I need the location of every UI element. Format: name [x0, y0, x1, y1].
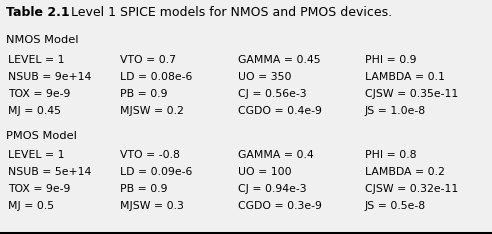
Text: CJSW = 0.35e-11: CJSW = 0.35e-11	[365, 89, 458, 99]
Text: CJSW = 0.32e-11: CJSW = 0.32e-11	[365, 184, 458, 194]
Text: LEVEL = 1: LEVEL = 1	[8, 55, 64, 65]
Text: LAMBDA = 0.2: LAMBDA = 0.2	[365, 167, 445, 177]
Text: LEVEL = 1: LEVEL = 1	[8, 150, 64, 160]
Text: PHI = 0.9: PHI = 0.9	[365, 55, 417, 65]
Text: PHI = 0.8: PHI = 0.8	[365, 150, 417, 160]
Text: CGDO = 0.4e-9: CGDO = 0.4e-9	[238, 106, 322, 116]
Text: PMOS Model: PMOS Model	[6, 131, 77, 141]
Text: MJSW = 0.2: MJSW = 0.2	[120, 106, 184, 116]
Text: PB = 0.9: PB = 0.9	[120, 184, 167, 194]
Text: UO = 100: UO = 100	[238, 167, 292, 177]
Text: LAMBDA = 0.1: LAMBDA = 0.1	[365, 72, 445, 82]
Text: UO = 350: UO = 350	[238, 72, 291, 82]
Text: MJSW = 0.3: MJSW = 0.3	[120, 201, 184, 211]
Text: LD = 0.09e-6: LD = 0.09e-6	[120, 167, 192, 177]
Text: NSUB = 9e+14: NSUB = 9e+14	[8, 72, 92, 82]
Text: VTO = -0.8: VTO = -0.8	[120, 150, 180, 160]
Text: NMOS Model: NMOS Model	[6, 35, 79, 45]
Text: Level 1 SPICE models for NMOS and PMOS devices.: Level 1 SPICE models for NMOS and PMOS d…	[55, 6, 392, 19]
Text: VTO = 0.7: VTO = 0.7	[120, 55, 176, 65]
Text: CGDO = 0.3e-9: CGDO = 0.3e-9	[238, 201, 322, 211]
Text: TOX = 9e-9: TOX = 9e-9	[8, 89, 70, 99]
Text: GAMMA = 0.4: GAMMA = 0.4	[238, 150, 314, 160]
Text: Table 2.1: Table 2.1	[6, 6, 70, 19]
Text: LD = 0.08e-6: LD = 0.08e-6	[120, 72, 192, 82]
Text: TOX = 9e-9: TOX = 9e-9	[8, 184, 70, 194]
Text: CJ = 0.94e-3: CJ = 0.94e-3	[238, 184, 307, 194]
Text: MJ = 0.45: MJ = 0.45	[8, 106, 61, 116]
Text: MJ = 0.5: MJ = 0.5	[8, 201, 54, 211]
Text: CJ = 0.56e-3: CJ = 0.56e-3	[238, 89, 307, 99]
Text: GAMMA = 0.45: GAMMA = 0.45	[238, 55, 321, 65]
Text: JS = 1.0e-8: JS = 1.0e-8	[365, 106, 426, 116]
Text: NSUB = 5e+14: NSUB = 5e+14	[8, 167, 92, 177]
Text: JS = 0.5e-8: JS = 0.5e-8	[365, 201, 426, 211]
Text: PB = 0.9: PB = 0.9	[120, 89, 167, 99]
